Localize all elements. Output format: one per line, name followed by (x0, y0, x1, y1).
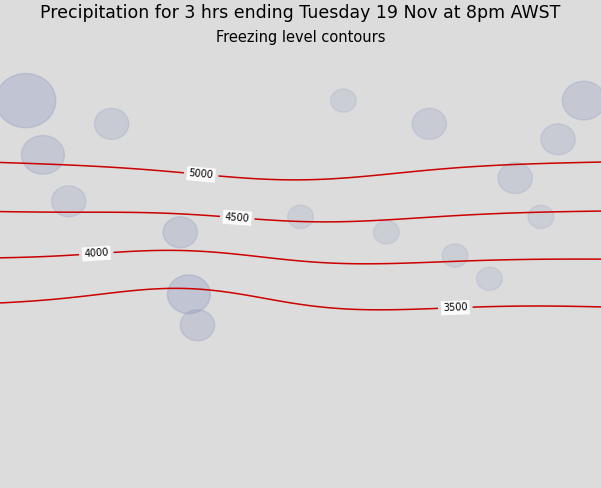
Circle shape (373, 221, 399, 244)
Text: 5000: 5000 (189, 168, 214, 181)
Circle shape (180, 310, 215, 341)
Circle shape (22, 136, 64, 174)
Circle shape (442, 244, 468, 267)
Text: 4000: 4000 (84, 248, 109, 259)
Circle shape (0, 74, 56, 128)
Circle shape (288, 205, 313, 228)
Circle shape (541, 124, 575, 155)
Text: Freezing level contours: Freezing level contours (216, 30, 385, 44)
Circle shape (563, 81, 601, 120)
Text: 4500: 4500 (225, 212, 250, 224)
Circle shape (163, 217, 198, 248)
Circle shape (412, 108, 447, 140)
Circle shape (52, 186, 86, 217)
Circle shape (498, 163, 532, 194)
Circle shape (528, 205, 554, 228)
Circle shape (331, 89, 356, 112)
Circle shape (168, 275, 210, 314)
Circle shape (477, 267, 502, 290)
Text: 3500: 3500 (443, 302, 468, 313)
Text: Precipitation for 3 hrs ending Tuesday 19 Nov at 8pm AWST: Precipitation for 3 hrs ending Tuesday 1… (40, 4, 561, 22)
Circle shape (94, 108, 129, 140)
